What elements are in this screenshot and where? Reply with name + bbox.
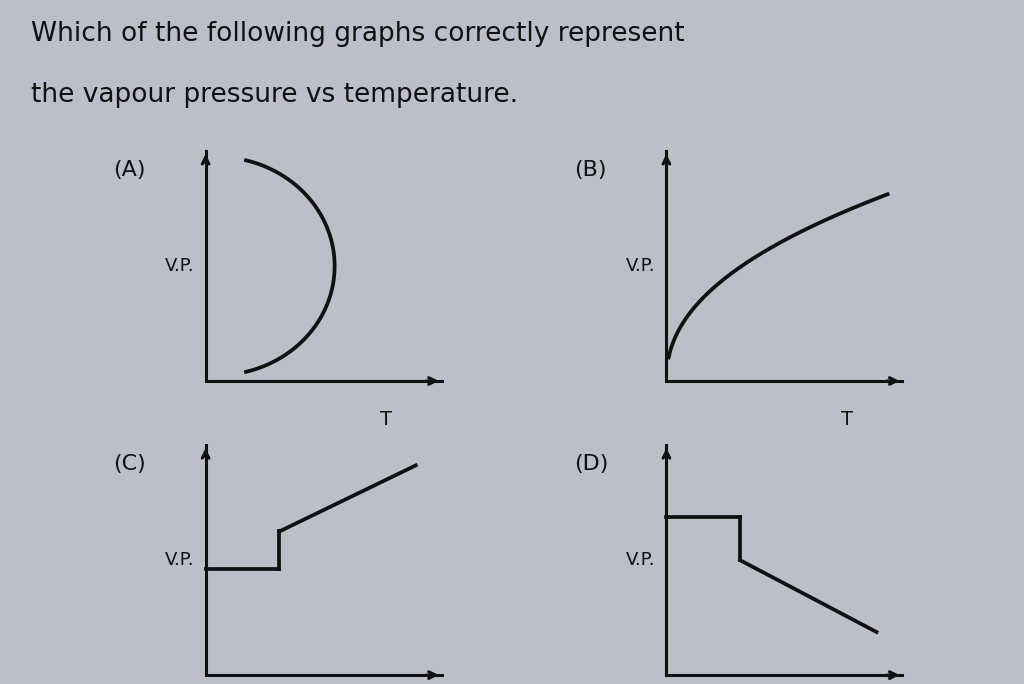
Text: T: T [841, 410, 853, 429]
Text: V.P.: V.P. [165, 551, 195, 569]
Text: (D): (D) [574, 454, 608, 474]
Text: (B): (B) [574, 160, 607, 180]
Text: the vapour pressure vs temperature.: the vapour pressure vs temperature. [31, 82, 518, 108]
Text: V.P.: V.P. [165, 257, 195, 275]
Text: V.P.: V.P. [626, 551, 655, 569]
Text: (A): (A) [114, 160, 146, 180]
Text: Which of the following graphs correctly represent: Which of the following graphs correctly … [31, 21, 684, 47]
Text: T: T [380, 410, 392, 429]
Text: V.P.: V.P. [626, 257, 655, 275]
Text: (C): (C) [114, 454, 146, 474]
